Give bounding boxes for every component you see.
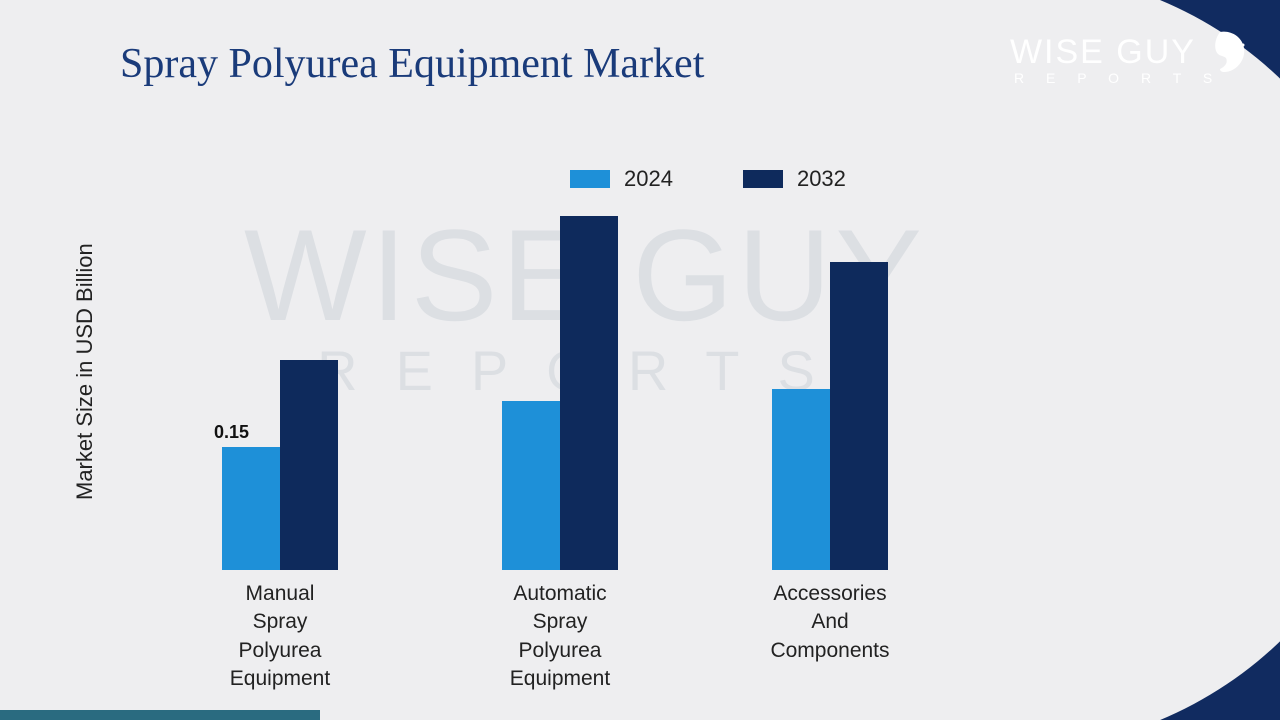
legend-item-b: 2032 bbox=[743, 166, 846, 192]
bottom-accent-bar bbox=[0, 710, 320, 720]
bar-series-a bbox=[222, 447, 280, 570]
bar-series-a bbox=[772, 389, 830, 570]
chart-title: Spray Polyurea Equipment Market bbox=[120, 40, 704, 88]
bar-series-b bbox=[560, 216, 618, 570]
head-icon bbox=[1202, 28, 1250, 76]
y-axis-label: Market Size in USD Billion bbox=[72, 243, 98, 500]
legend-label-a: 2024 bbox=[624, 166, 673, 192]
bar-value-label: 0.15 bbox=[214, 422, 249, 443]
bar-series-b bbox=[830, 262, 888, 570]
bar-series-a bbox=[502, 401, 560, 570]
brand-logo-text: WISE GUY bbox=[1010, 33, 1196, 72]
category-label: ManualSprayPolyureaEquipment bbox=[185, 580, 375, 693]
legend-label-b: 2032 bbox=[797, 166, 846, 192]
brand-logo: WISE GUY R E P O R T S bbox=[1010, 28, 1250, 86]
bar-series-b bbox=[280, 360, 338, 570]
plot-region: 0.15 bbox=[190, 200, 970, 570]
legend-swatch-b bbox=[743, 170, 783, 188]
category-label: AutomaticSprayPolyureaEquipment bbox=[465, 580, 655, 693]
brand-logo-main: WISE GUY bbox=[1010, 28, 1250, 76]
page-root: WISE GUY R E P O R T S Spray Polyurea Eq… bbox=[0, 0, 1280, 720]
category-label: AccessoriesAndComponents bbox=[735, 580, 925, 665]
legend-swatch-a bbox=[570, 170, 610, 188]
legend-item-a: 2024 bbox=[570, 166, 673, 192]
legend: 2024 2032 bbox=[570, 166, 846, 192]
chart-area: Market Size in USD Billion 2024 2032 0.1… bbox=[50, 140, 970, 700]
